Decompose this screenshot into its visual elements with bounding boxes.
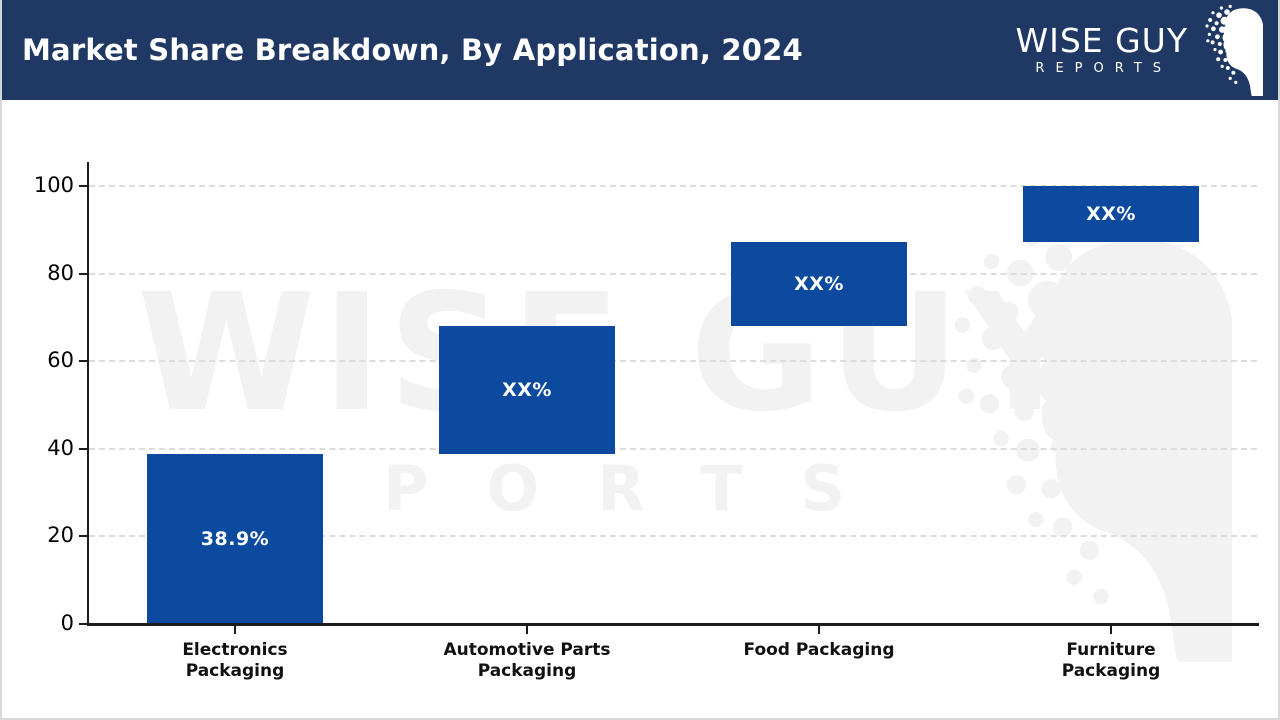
gridline — [89, 535, 1257, 538]
y-tick-label: 0 — [60, 611, 74, 635]
y-tick-mark — [79, 535, 87, 538]
y-tick-mark — [79, 185, 87, 187]
category-label: Electronics Packaging — [89, 640, 381, 683]
chart-area: WISE GUY REPORTS 0 20 40 60 80 100 38.9% Electr… — [2, 100, 1278, 718]
y-tick-label: 80 — [47, 260, 74, 285]
brand-name: WISE GUY — [1015, 21, 1188, 60]
x-tick-mark — [1110, 626, 1112, 634]
category-label-line: Packaging — [477, 661, 577, 682]
category-label-line: Packaging — [185, 661, 285, 682]
category-label: Food Packaging — [673, 640, 965, 661]
gridline — [89, 447, 1257, 450]
x-axis-line — [87, 623, 1259, 626]
y-tick-label: 40 — [47, 435, 74, 460]
category-label-line: Food Packaging — [743, 640, 895, 660]
bar-value-label: XX% — [794, 272, 844, 295]
y-tick-label: 20 — [47, 523, 74, 548]
y-tick-label: 60 — [47, 348, 74, 373]
brand-subtitle: REPORTS — [1035, 61, 1173, 76]
brand-logo: WISE GUY REPORTS — [1015, 4, 1264, 96]
bar: XX% — [731, 241, 907, 327]
category-label-line: Automotive Parts — [443, 640, 611, 660]
gridline — [89, 272, 1257, 275]
y-axis-line — [87, 162, 89, 626]
y-tick-mark — [79, 447, 87, 450]
y-tick-mark — [79, 360, 87, 363]
bar: XX% — [1023, 186, 1199, 242]
bar: 38.9% — [147, 453, 323, 624]
x-tick-mark — [234, 626, 236, 634]
page-title: Market Share Breakdown, By Application, … — [22, 33, 803, 67]
x-tick-mark — [818, 626, 820, 634]
gridline — [89, 360, 1257, 363]
y-tick-label: 100 — [33, 173, 74, 197]
header-bar: Market Share Breakdown, By Application, … — [2, 0, 1278, 100]
brand-text: WISE GUY REPORTS — [1015, 24, 1188, 76]
wiseguy-face-icon — [1205, 4, 1263, 96]
category-label-line: Packaging — [1061, 661, 1161, 682]
bar-value-label: 38.9% — [200, 527, 270, 550]
bar-value-label: XX% — [502, 378, 552, 401]
category-label: Automotive Parts Packaging — [381, 640, 673, 683]
category-label: Furniture Packaging — [965, 640, 1257, 683]
y-tick-mark — [79, 272, 87, 275]
bar: XX% — [439, 326, 615, 454]
gridline — [89, 185, 1257, 187]
x-tick-mark — [526, 626, 528, 634]
y-tick-mark — [79, 623, 87, 625]
category-label-line: Furniture — [1066, 640, 1156, 660]
category-label-line: Electronics — [182, 640, 288, 660]
bar-value-label: XX% — [1086, 202, 1136, 225]
